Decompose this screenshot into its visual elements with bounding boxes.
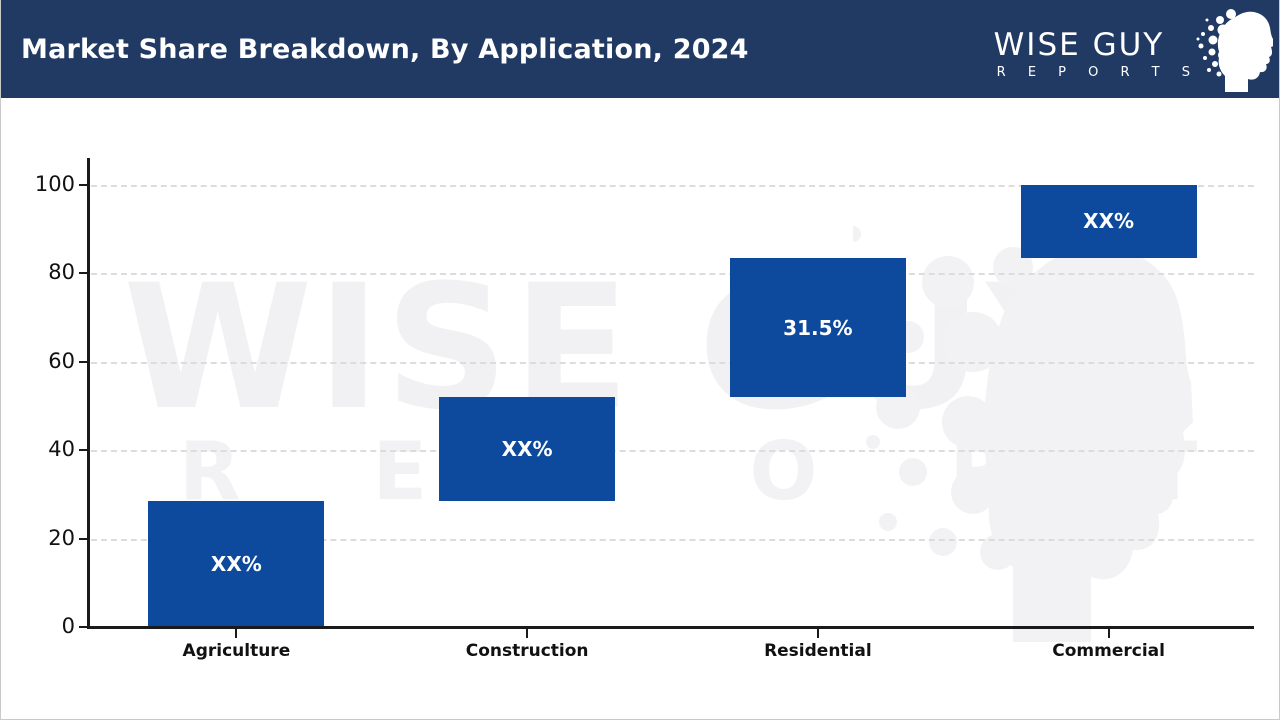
brand-logo: WISE GUY R E P O R T S [994, 6, 1273, 92]
gridline-100 [91, 185, 1254, 187]
gridline-60 [91, 361, 1254, 364]
y-tick-100 [79, 184, 88, 186]
x-tick-construction [526, 629, 529, 638]
x-tick-label-residential: Residential [764, 641, 872, 661]
y-tick-label-60: 60 [48, 348, 75, 373]
bar-agriculture: XX% [148, 501, 325, 627]
x-tick-agriculture [235, 629, 238, 638]
brand-reports-label: R E P O R T S [996, 65, 1199, 80]
brand-wordmark: WISE GUY [993, 27, 1165, 63]
brand-head-icon [1196, 9, 1273, 92]
brand-text: WISE GUY R E P O R T S [993, 27, 1199, 81]
bar-construction: XX% [439, 397, 616, 502]
x-tick-label-construction: Construction [465, 641, 589, 661]
bar-value-label: XX% [1083, 209, 1135, 234]
x-tick-residential [816, 629, 819, 638]
gridline-40 [91, 450, 1254, 453]
header-bar: Market Share Breakdown, By Application, … [1, 0, 1279, 98]
bar-residential: 31.5% [729, 257, 906, 398]
y-tick-label-100: 100 [34, 172, 75, 196]
y-tick-label-20: 20 [48, 525, 75, 550]
bar-commercial: XX% [1020, 185, 1197, 258]
y-axis-line [87, 158, 90, 629]
y-tick-20 [79, 537, 88, 540]
x-tick-commercial [1107, 629, 1110, 638]
y-tick-label-80: 80 [48, 260, 75, 285]
watermark-head-icon [853, 226, 1193, 642]
bar-value-label: 31.5% [783, 315, 853, 340]
y-tick-0 [79, 626, 88, 628]
y-tick-label-0: 0 [61, 614, 75, 638]
y-tick-40 [79, 449, 88, 452]
bar-value-label: XX% [210, 552, 262, 576]
chart-title: Market Share Breakdown, By Application, … [21, 33, 749, 65]
bar-value-label: XX% [501, 437, 553, 462]
x-tick-label-commercial: Commercial [1052, 641, 1165, 661]
gridline-80 [91, 273, 1254, 276]
x-tick-label-agriculture: Agriculture [182, 641, 291, 661]
y-tick-60 [79, 360, 88, 363]
y-tick-80 [79, 272, 88, 275]
y-tick-label-40: 40 [48, 437, 75, 462]
gridline-20 [91, 538, 1254, 541]
x-axis-line [87, 626, 1254, 629]
